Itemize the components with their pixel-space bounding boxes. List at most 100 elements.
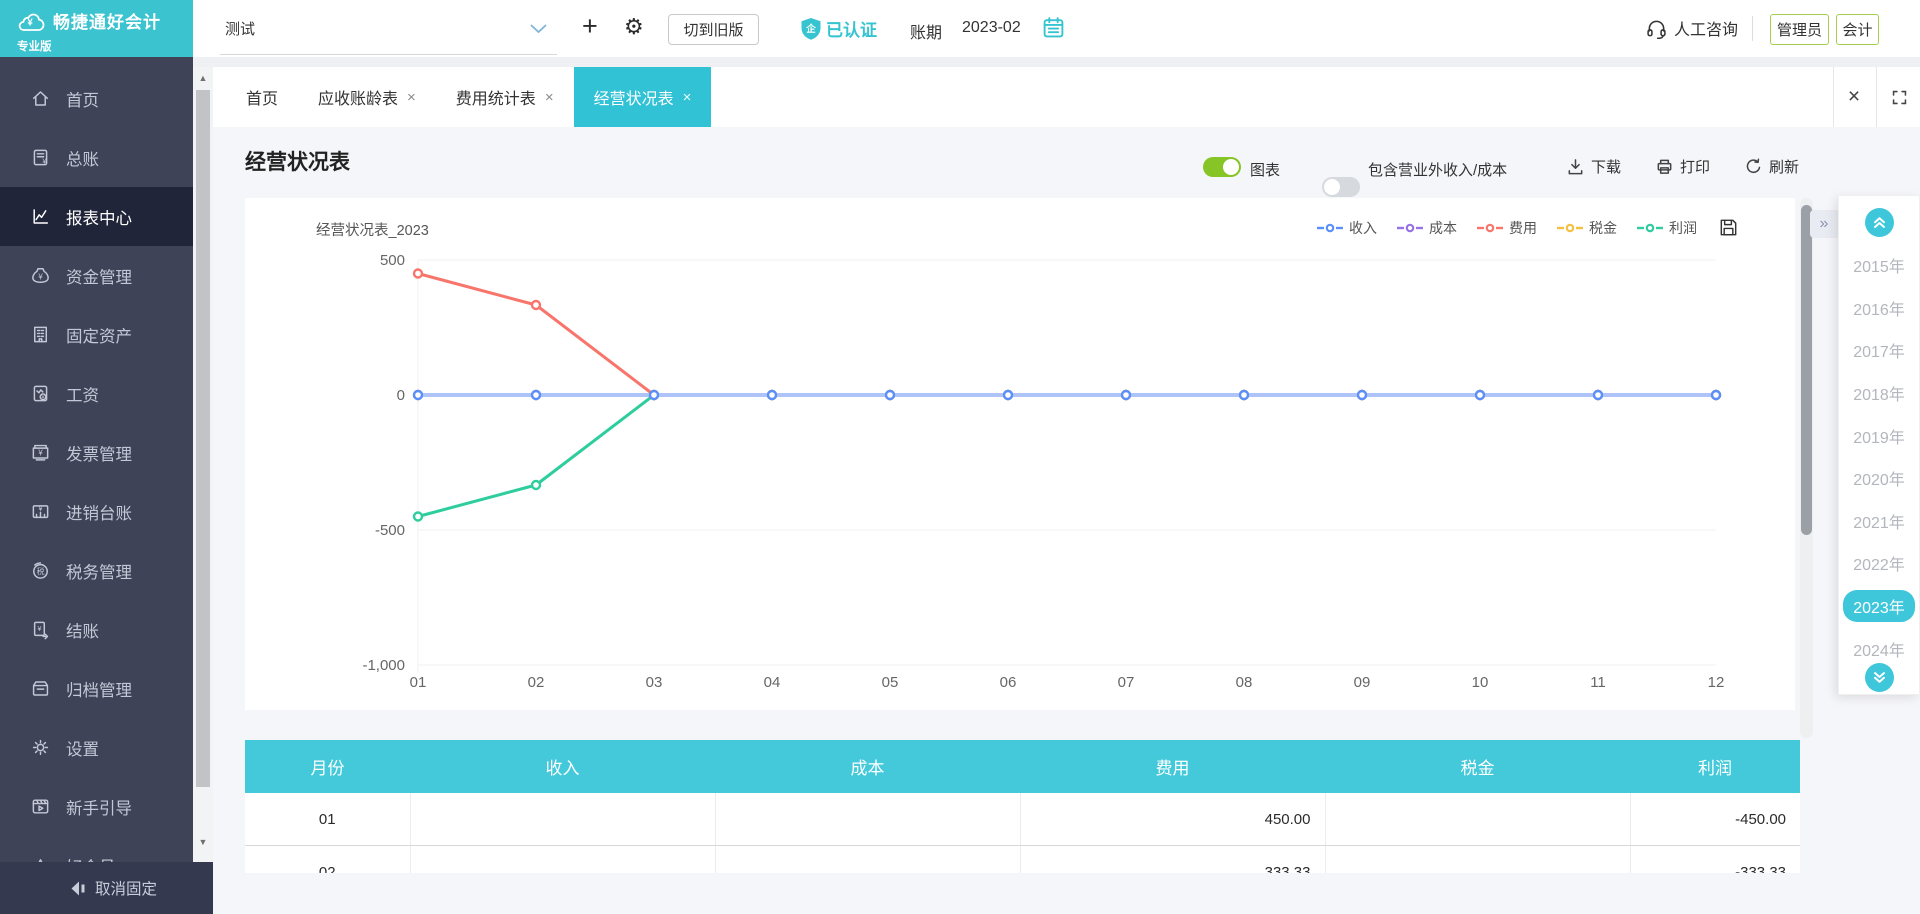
year-button-2022[interactable]: 2022年 bbox=[1853, 557, 1905, 575]
gear-icon[interactable]: ⚙ bbox=[624, 14, 644, 39]
inventory-icon: ¥ bbox=[30, 501, 51, 522]
close-all-tabs-button[interactable]: × bbox=[1833, 67, 1874, 127]
scroll-up-arrow-icon[interactable]: ▲ bbox=[198, 73, 208, 83]
chart-title: 经营状况表_2023 bbox=[316, 223, 429, 239]
invoice-icon: ¥ bbox=[30, 442, 51, 463]
year-button-2024[interactable]: 2024年 bbox=[1853, 642, 1905, 660]
refresh-button[interactable]: 刷新 bbox=[1744, 156, 1799, 177]
chart-toggle[interactable] bbox=[1203, 157, 1241, 177]
calendar-icon[interactable] bbox=[1042, 16, 1065, 39]
sidebar-scrollbar-thumb[interactable] bbox=[196, 90, 210, 787]
legend-marker-icon bbox=[1557, 223, 1583, 232]
download-icon bbox=[1566, 157, 1585, 176]
sidebar-item-label: 报表中心 bbox=[66, 209, 132, 228]
years-scroll-up-button[interactable] bbox=[1865, 208, 1894, 237]
sidebar-item-purchase-sales-ledger[interactable]: ¥ 进销台账 bbox=[0, 482, 193, 541]
cloud-logo-icon: ¥ bbox=[16, 9, 46, 33]
tab-close-icon[interactable]: × bbox=[682, 88, 692, 106]
legend-item-税金[interactable]: 税金 bbox=[1557, 218, 1617, 238]
year-panel: 2015年 2016年 2017年 2018年 2019年 2020年 2021年 2022年… bbox=[1838, 195, 1920, 695]
svg-text:¥: ¥ bbox=[42, 157, 47, 166]
account-selector[interactable]: 测试 bbox=[225, 21, 256, 38]
sidebar-item-home[interactable]: 首页 bbox=[0, 69, 193, 128]
certified-label: 已认证 bbox=[826, 21, 877, 40]
value-cell: -450.00 bbox=[1630, 793, 1800, 846]
report-table-card: 月份 收入 成本 费用 税金 利润 01 450.00 -450.00 02 333.33 -333… bbox=[245, 740, 1800, 873]
sidebar-item-general-ledger[interactable]: ¥ 总账 bbox=[0, 128, 193, 187]
admin-role-button[interactable]: 管理员 bbox=[1770, 14, 1829, 45]
guide-icon bbox=[30, 796, 51, 817]
year-button-2020[interactable]: 2020年 bbox=[1853, 472, 1905, 490]
accountant-role-button[interactable]: 会计 bbox=[1836, 14, 1879, 45]
legend-item-费用[interactable]: 费用 bbox=[1477, 218, 1537, 238]
tab-close-icon[interactable]: × bbox=[407, 88, 416, 106]
home-icon bbox=[30, 88, 51, 109]
include-nonoperating-toggle[interactable] bbox=[1322, 177, 1360, 197]
year-button-2021[interactable]: 2021年 bbox=[1853, 514, 1905, 532]
tab-expense-statistics[interactable]: 费用统计表 × bbox=[436, 67, 574, 127]
sidebar-item-tax-management[interactable]: 税 税务管理 bbox=[0, 541, 193, 600]
svg-text:11: 11 bbox=[1590, 674, 1606, 691]
content-scrollbar-thumb[interactable] bbox=[1801, 205, 1812, 535]
year-button-2018[interactable]: 2018年 bbox=[1853, 387, 1905, 405]
svg-text:01: 01 bbox=[410, 674, 427, 691]
certified-badge[interactable]: 企 已认证 bbox=[800, 16, 877, 41]
shield-icon: 企 bbox=[800, 17, 822, 41]
tab-home[interactable]: 首页 bbox=[226, 67, 298, 127]
sidebar-item-membership[interactable]: 好会员 bbox=[0, 836, 193, 862]
fullscreen-icon[interactable] bbox=[1876, 67, 1920, 127]
value-cell: -333.33 bbox=[1630, 845, 1800, 873]
svg-text:04: 04 bbox=[764, 674, 781, 691]
tab-receivable-aging[interactable]: 应收账龄表 × bbox=[298, 67, 436, 127]
sidebar-item-report-center[interactable]: 报表中心 bbox=[0, 187, 193, 246]
year-button-2023[interactable]: 2023年 bbox=[1839, 585, 1919, 628]
sidebar-item-invoice-management[interactable]: ¥ 发票管理 bbox=[0, 423, 193, 482]
year-button-2016[interactable]: 2016年 bbox=[1853, 301, 1905, 319]
sidebar-item-label: 总账 bbox=[66, 150, 99, 169]
scroll-down-arrow-icon[interactable]: ▼ bbox=[198, 837, 208, 847]
report-table: 月份 收入 成本 费用 税金 利润 01 450.00 -450.00 02 333.33 -333… bbox=[245, 740, 1800, 873]
legend-item-成本[interactable]: 成本 bbox=[1397, 218, 1457, 238]
years-scroll-down-button[interactable] bbox=[1865, 663, 1894, 692]
year-button-2019[interactable]: 2019年 bbox=[1853, 429, 1905, 447]
chevron-down-icon[interactable] bbox=[530, 24, 547, 34]
gear-icon bbox=[30, 737, 51, 758]
legend-marker-icon bbox=[1637, 223, 1663, 232]
year-button-2015[interactable]: 2015年 bbox=[1853, 259, 1905, 277]
sidebar-item-fund-management[interactable]: ¥ 资金管理 bbox=[0, 246, 193, 305]
sidebar-item-label: 首页 bbox=[66, 91, 99, 110]
sidebar-item-label: 资金管理 bbox=[66, 268, 132, 287]
legend-item-收入[interactable]: 收入 bbox=[1317, 218, 1377, 238]
table-body: 01 450.00 -450.00 02 333.33 -333.33 bbox=[245, 793, 1800, 873]
printer-icon bbox=[1655, 157, 1674, 176]
operating-status-chart: 500 0 -500 -1,000 01 02 03 04 05 06 07 08 09 10 11 12 bbox=[362, 252, 1724, 691]
tab-close-icon[interactable]: × bbox=[544, 88, 554, 106]
year-panel-collapse-handle[interactable]: » bbox=[1810, 210, 1838, 238]
table-header-row: 月份 收入 成本 费用 税金 利润 bbox=[245, 740, 1800, 793]
print-button[interactable]: 打印 bbox=[1655, 156, 1710, 177]
sidebar-scrollbar[interactable]: ▲ ▼ bbox=[193, 57, 213, 862]
human-consult-button[interactable]: 人工咨询 bbox=[1646, 16, 1738, 40]
legend-item-利润[interactable]: 利润 bbox=[1637, 218, 1697, 238]
period-value[interactable]: 2023-02 bbox=[962, 19, 1021, 36]
sidebar-item-fixed-assets[interactable]: 固定资产 bbox=[0, 305, 193, 364]
add-account-button[interactable]: + bbox=[582, 11, 598, 41]
account-selector-underline bbox=[220, 54, 557, 55]
sidebar-item-beginner-guide[interactable]: 新手引导 bbox=[0, 777, 193, 836]
download-button[interactable]: 下载 bbox=[1566, 156, 1621, 177]
svg-text:07: 07 bbox=[1118, 674, 1135, 691]
switch-old-version-button[interactable]: 切到旧版 bbox=[668, 14, 759, 45]
sidebar-item-closing[interactable]: ¥ 结账 bbox=[0, 600, 193, 659]
sidebar-item-archive-management[interactable]: 归档管理 bbox=[0, 659, 193, 718]
sidebar-item-payroll[interactable]: ¥ 工资 bbox=[0, 364, 193, 423]
tab-operating-status[interactable]: 经营状况表 × bbox=[573, 67, 712, 127]
value-cell bbox=[1325, 793, 1631, 846]
refresh-icon bbox=[1744, 157, 1763, 176]
unpin-sidebar-button[interactable]: 取消固定 bbox=[0, 862, 213, 914]
year-button-2017[interactable]: 2017年 bbox=[1853, 344, 1905, 362]
month-cell: 02 bbox=[245, 845, 411, 873]
content-scrollbar[interactable] bbox=[1800, 198, 1813, 738]
save-chart-icon[interactable] bbox=[1717, 216, 1740, 239]
table-header-cell: 成本 bbox=[715, 740, 1020, 793]
sidebar-item-settings[interactable]: 设置 bbox=[0, 718, 193, 777]
